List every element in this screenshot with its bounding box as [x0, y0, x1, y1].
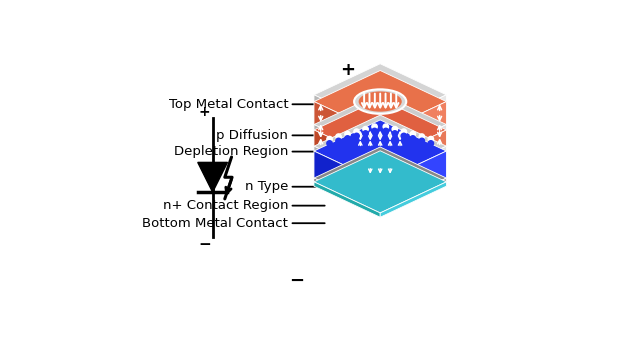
Polygon shape	[380, 146, 447, 182]
Polygon shape	[314, 115, 447, 177]
Ellipse shape	[358, 92, 402, 112]
Circle shape	[428, 137, 433, 142]
Ellipse shape	[354, 90, 406, 114]
Circle shape	[410, 136, 415, 141]
Circle shape	[392, 126, 397, 132]
Circle shape	[336, 138, 341, 144]
Polygon shape	[314, 125, 380, 161]
Text: Top Metal Contact: Top Metal Contact	[169, 98, 288, 111]
Text: +: +	[199, 105, 210, 119]
Circle shape	[354, 133, 359, 139]
Polygon shape	[314, 93, 447, 155]
Circle shape	[345, 136, 350, 141]
Polygon shape	[314, 64, 447, 126]
Text: n Type: n Type	[245, 180, 288, 193]
Polygon shape	[314, 146, 380, 182]
Polygon shape	[380, 151, 447, 209]
Polygon shape	[314, 95, 380, 133]
Circle shape	[428, 141, 433, 146]
Polygon shape	[314, 99, 447, 161]
Circle shape	[363, 131, 368, 136]
Circle shape	[401, 129, 406, 134]
Polygon shape	[314, 120, 447, 182]
Circle shape	[392, 131, 397, 136]
Polygon shape	[380, 95, 447, 133]
Circle shape	[410, 131, 415, 137]
Polygon shape	[380, 125, 447, 161]
Polygon shape	[380, 182, 447, 217]
Circle shape	[372, 128, 377, 134]
Polygon shape	[314, 151, 447, 213]
Text: n+ Contact Region: n+ Contact Region	[163, 199, 288, 212]
Polygon shape	[197, 163, 227, 192]
Circle shape	[327, 141, 332, 146]
Polygon shape	[314, 130, 380, 177]
Polygon shape	[314, 182, 380, 217]
Polygon shape	[314, 71, 447, 133]
Polygon shape	[380, 130, 447, 177]
Circle shape	[363, 126, 368, 132]
Circle shape	[327, 137, 332, 142]
Circle shape	[419, 134, 424, 139]
Polygon shape	[380, 101, 447, 155]
Text: +: +	[340, 61, 355, 79]
Circle shape	[419, 138, 424, 144]
Text: Depletion Region: Depletion Region	[174, 145, 288, 158]
Text: −: −	[289, 272, 304, 290]
Polygon shape	[314, 178, 380, 213]
Circle shape	[401, 133, 406, 139]
Circle shape	[372, 124, 377, 130]
Circle shape	[354, 129, 359, 134]
Circle shape	[345, 131, 350, 137]
Circle shape	[383, 124, 389, 130]
Polygon shape	[314, 151, 380, 209]
Polygon shape	[314, 147, 447, 209]
Text: Bottom Metal Contact: Bottom Metal Contact	[142, 217, 288, 230]
Polygon shape	[380, 178, 447, 213]
Text: −: −	[198, 237, 211, 252]
Circle shape	[336, 134, 341, 139]
Polygon shape	[314, 101, 380, 155]
Text: p Diffusion: p Diffusion	[217, 129, 288, 142]
Circle shape	[383, 128, 389, 134]
